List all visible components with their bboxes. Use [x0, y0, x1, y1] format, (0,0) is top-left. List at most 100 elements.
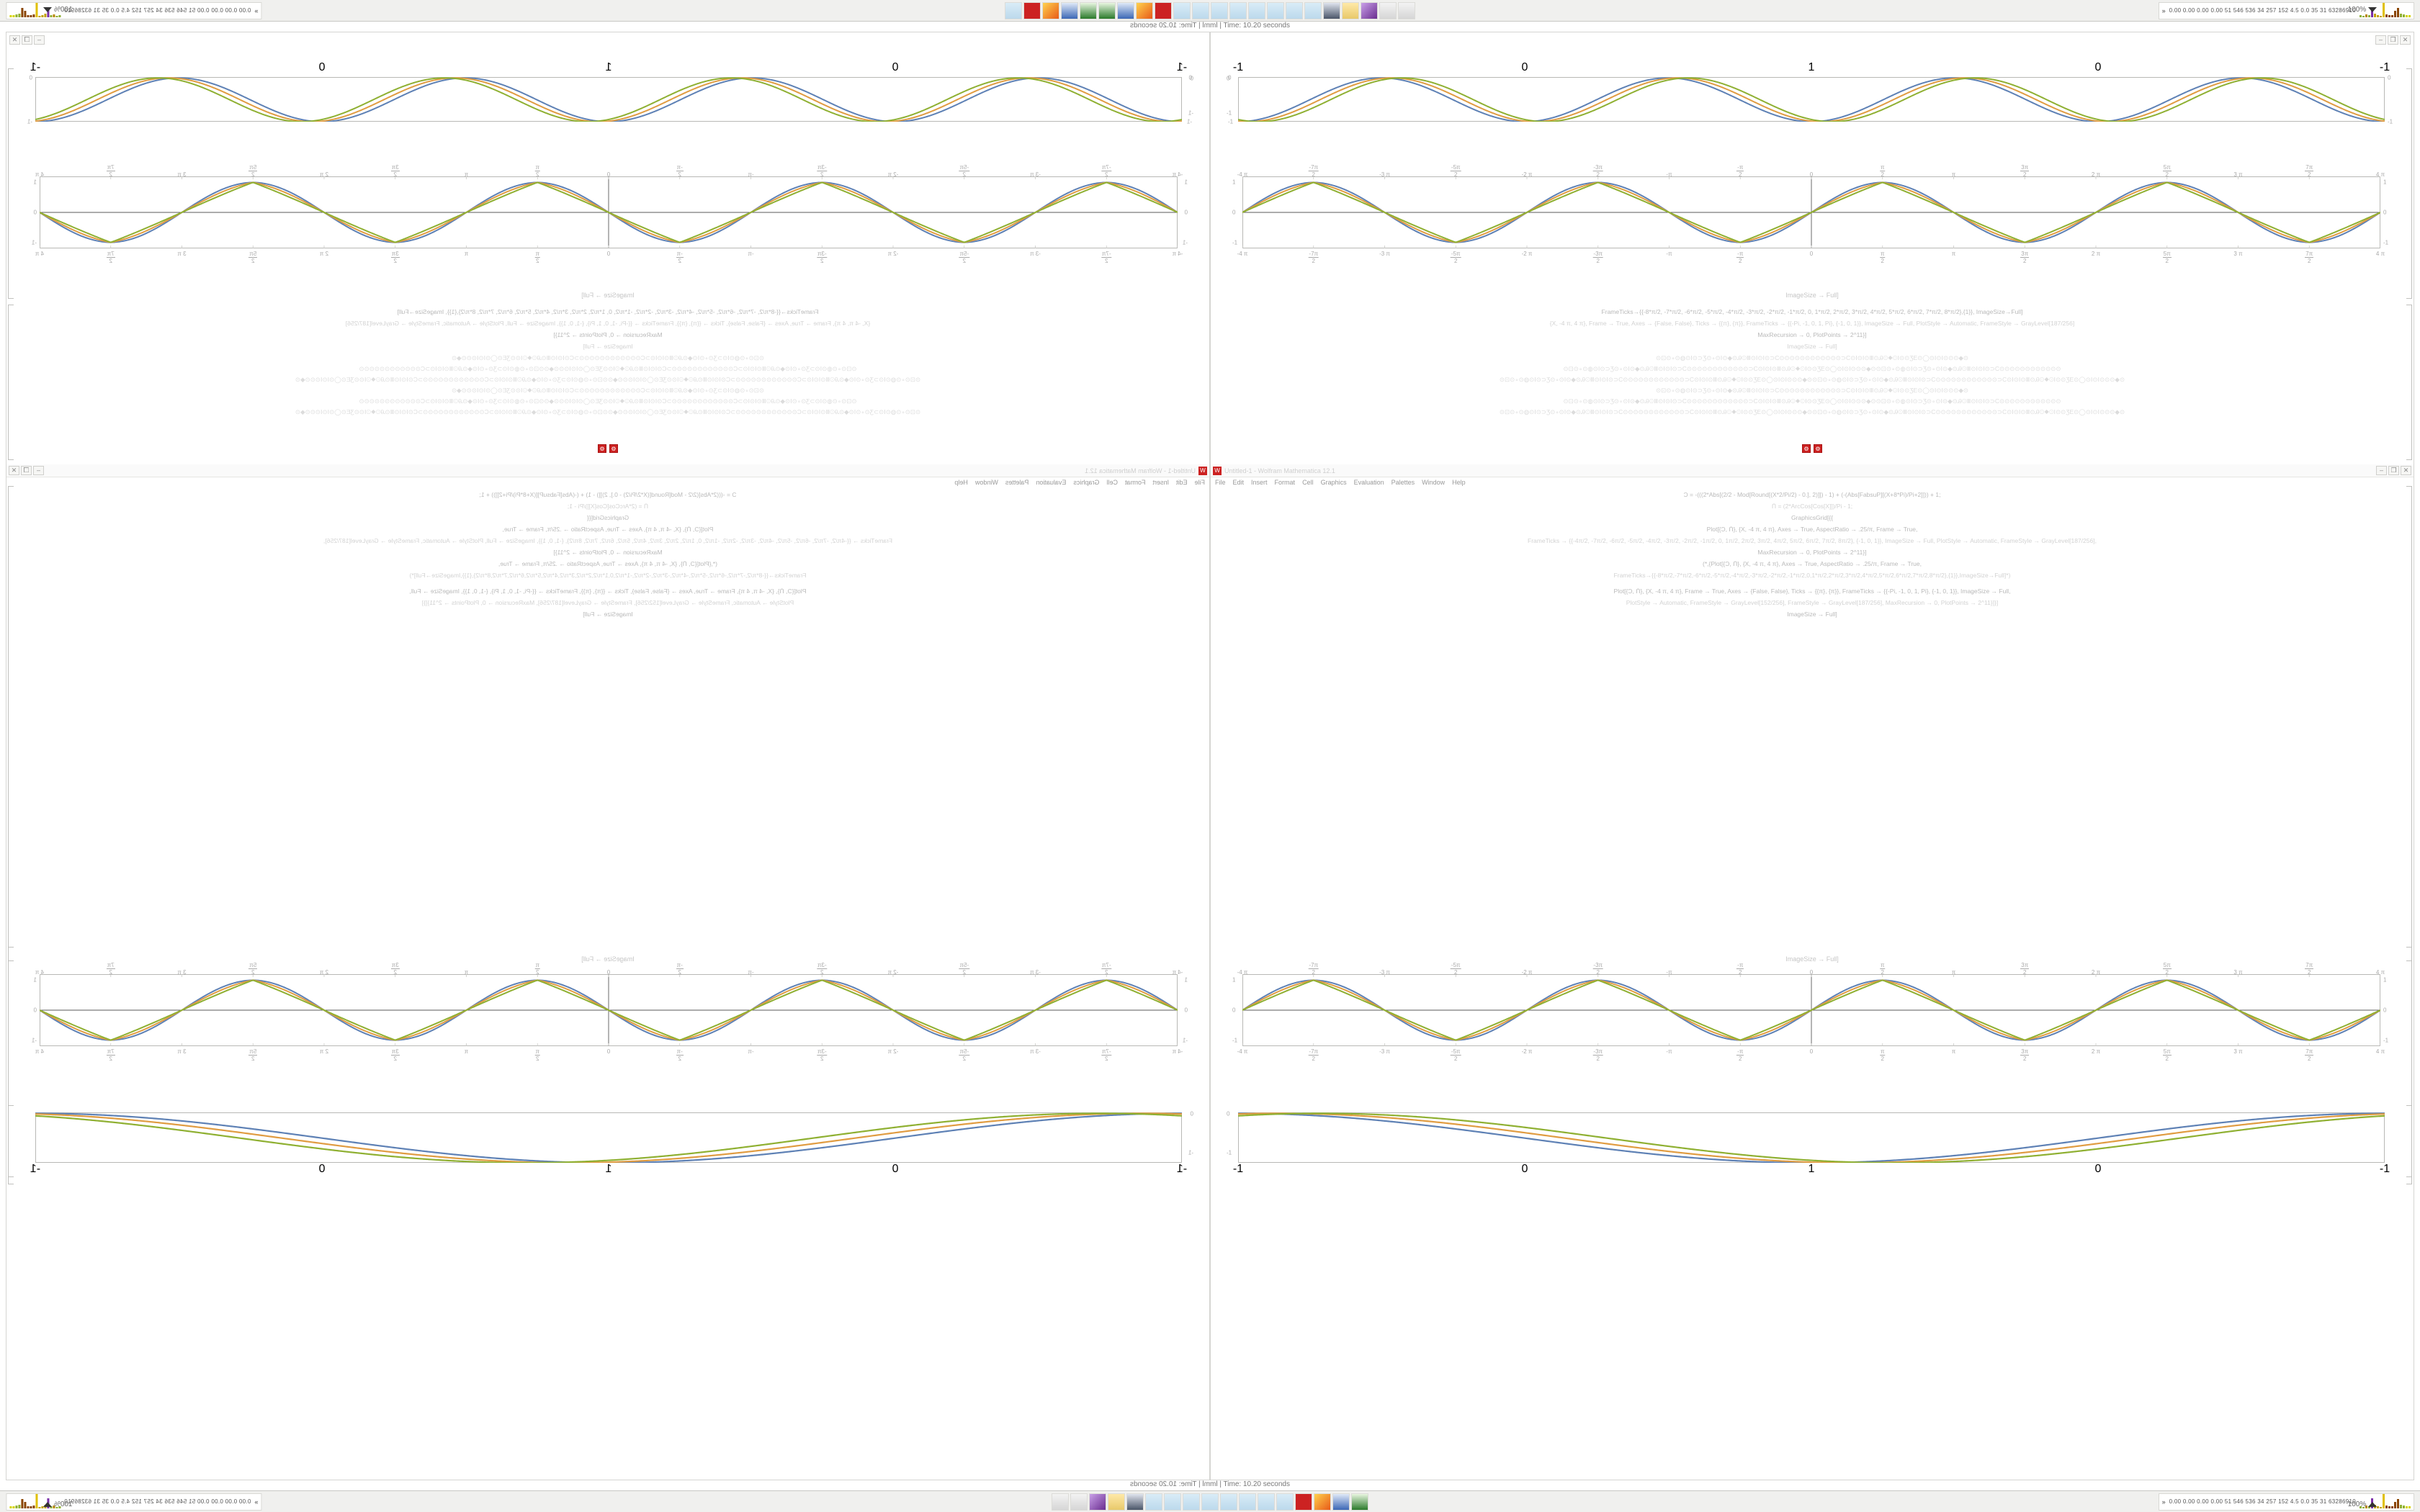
code-line[interactable]: Plot[{Ɔ, Ո}, {X, -4 π, 4 π}, Axes → True…: [502, 526, 714, 533]
warning-gear-icon[interactable]: ⚙: [1802, 444, 1811, 453]
window-controls[interactable]: – ❐ ✕: [2375, 35, 2411, 45]
menu-item-cell[interactable]: Cell: [1302, 479, 1314, 486]
menu-item-evaluation[interactable]: Evaluation: [1353, 479, 1384, 486]
code-line[interactable]: FrameTicks→{{-8*π/2,-7*π/2,-6*π/2,-5*π/2…: [409, 572, 807, 579]
save-blue-icon[interactable]: [1332, 1493, 1350, 1511]
code-glyph-line[interactable]: ⊙⊡⊙∘⊙◍⊙ⵏ⊙⊃Ʒ⊙∘⊙ⵏ⊙◆⊙Ꭿ⊙Ⅲ⊙ⵏ⊙ⵏ⊙⊃C⊙⊙⊙⊙⊙⊙⊙⊙⊙⊙⊙⊙…: [1655, 387, 1969, 394]
notepad-icon[interactable]: [1276, 1493, 1294, 1511]
code-line[interactable]: Plot[{Ɔ, Ո}, {X, -4 π, 4 π}, Frame → Tru…: [1613, 588, 2011, 595]
plot-bottom[interactable]: [1238, 1112, 2385, 1163]
menu-item-format[interactable]: Format: [1274, 479, 1296, 486]
code-line[interactable]: ImageSize → Full]: [1787, 611, 1837, 618]
code-glyph-line[interactable]: ⊙⊡⊙∘⊙◍⊙ⵏ⊙⊃Ʒ⊙∘⊙ⵏ⊙◆⊙Ꭿ⊙Ⅲ⊙ⵏ⊙ⵏ⊙⊃C⊙⊙⊙⊙⊙⊙⊙⊙⊙⊙⊙⊙…: [1499, 408, 2125, 415]
menu-item-palettes[interactable]: Palettes: [1005, 479, 1029, 486]
menu-item-window[interactable]: Window: [974, 479, 998, 486]
archive-icon[interactable]: [1398, 1, 1415, 19]
menu-item-help[interactable]: Help: [1452, 479, 1466, 486]
folder-icon[interactable]: [1108, 1493, 1125, 1511]
close-button[interactable]: ✕: [9, 466, 19, 475]
minimize-button[interactable]: –: [2376, 466, 2387, 475]
mathematica-window-left[interactable]: 0 0 -1 -1 0 -1 -1 0 1 0 -1 -1 -1 0 0 1 1 -4 π -7π 2 -3 π -5π 2…: [6, 32, 1210, 1480]
warning-gear-icon[interactable]: ⚙: [609, 444, 618, 453]
code-glyph-line[interactable]: ⊙⊡⊙∘⊙◍⊙ⵏ⊙⊃Ʒ⊙∘⊙ⵏ⊙◆⊙Ꭿ⊙Ⅲ⊙ⵏ⊙ⵏ⊙⊃C⊙⊙⊙⊙⊙⊙⊙⊙⊙⊙⊙⊙…: [1499, 376, 2125, 383]
window-close-button[interactable]: ✕: [9, 35, 20, 45]
code-line[interactable]: MaxRecursion → 0, PlotPoints → 2^11}]: [1757, 549, 1867, 556]
terminal-green-icon[interactable]: [1098, 1, 1116, 19]
minimize-button[interactable]: –: [33, 466, 44, 475]
code-line[interactable]: Ո = (2*ArcCos[Cos[X]])/Pi - 1;: [567, 503, 649, 510]
purple-app-icon[interactable]: [1089, 1493, 1106, 1511]
plot-top[interactable]: 0 0 -1 -1: [27, 75, 1192, 125]
notepad-icon[interactable]: [1173, 1, 1191, 19]
code-line[interactable]: {X, -4 π, 4 π}, Frame → True, Axes → {Fa…: [1549, 320, 2075, 327]
menu-item-edit[interactable]: Edit: [1232, 479, 1245, 486]
code-line[interactable]: FrameTicks→{{-8*π/2,-7*π/2,-6*π/2,-5*π/2…: [1613, 572, 2011, 579]
terminal-green-icon[interactable]: [1080, 1, 1097, 19]
window-close-button[interactable]: ✕: [2400, 35, 2411, 45]
maximize-button[interactable]: ❐: [2388, 466, 2399, 475]
code-glyph-line[interactable]: ⊙⊡⊙∘⊙◍⊙ⵏ⊙⊃Ʒ⊙∘⊙ⵏ⊙◆⊙Ꭿ⊙Ⅲ⊙ⵏ⊙ⵏ⊙⊃C⊙⊙⊙⊙⊙⊙⊙⊙⊙⊙⊙⊙…: [1655, 354, 1969, 361]
top-taskbar-icons[interactable]: [1005, 1, 1415, 19]
cell-bracket[interactable]: [8, 68, 14, 299]
code-line[interactable]: {X, -4 π, 4 π}, Frame → True, Axes → {Fa…: [345, 320, 871, 327]
notepad-icon[interactable]: [1164, 1493, 1181, 1511]
firefox-icon[interactable]: [1136, 1, 1153, 19]
code-line[interactable]: Ɔ = -(((2*Abs[(2/2 - Mod[Round[(X*2/Pi/2…: [479, 491, 737, 498]
code-line[interactable]: Plot[{Ɔ, Ո}, {X, -4 π, 4 π}, Frame → Tru…: [409, 588, 807, 595]
notepad-icon[interactable]: [1220, 1493, 1237, 1511]
menu-item-insert[interactable]: Insert: [1152, 479, 1169, 486]
cell-bracket[interactable]: [2406, 305, 2412, 460]
firefox-icon[interactable]: [1314, 1493, 1331, 1511]
window-minimize-button[interactable]: –: [34, 35, 45, 45]
notepad-icon[interactable]: [1229, 1, 1247, 19]
code-line[interactable]: ImageSize → Full]: [583, 343, 633, 350]
notepad-icon[interactable]: [1286, 1, 1303, 19]
menu-item-help[interactable]: Help: [954, 479, 968, 486]
plot-top[interactable]: 0 0 -1 -1: [1228, 75, 2393, 125]
menu-item-graphics[interactable]: Graphics: [1073, 479, 1100, 486]
firefox-icon[interactable]: [1042, 1, 1059, 19]
plot-upper-mid[interactable]: -1 -1 0 0 1 1 -4 π -7π 2 -3 π -5π 2 -2 π -3π 2 -π -π 2 0 π 2…: [32, 164, 1188, 264]
menu-item-window[interactable]: Window: [1422, 479, 1446, 486]
code-glyph-line[interactable]: ⊙⊡⊙∘⊙◍⊙ⵏ⊙⊃Ʒ⊙∘⊙ⵏ⊙◆⊙Ꭿ⊙Ⅲ⊙ⵏ⊙ⵏ⊙⊃C⊙⊙⊙⊙⊙⊙⊙⊙⊙⊙⊙⊙…: [359, 365, 857, 372]
notepad-icon[interactable]: [1211, 1, 1228, 19]
code-glyph-line[interactable]: ⊙⊡⊙∘⊙◍⊙ⵏ⊙⊃Ʒ⊙∘⊙ⵏ⊙◆⊙Ꭿ⊙Ⅲ⊙ⵏ⊙ⵏ⊙⊃C⊙⊙⊙⊙⊙⊙⊙⊙⊙⊙⊙⊙…: [359, 397, 857, 405]
code-line[interactable]: MaxRecursion → 0, PlotPoints → 2^11}]: [553, 549, 663, 556]
cell-bracket[interactable]: [2406, 68, 2412, 299]
cell-bracket[interactable]: [8, 1105, 14, 1177]
cell-bracket[interactable]: [2406, 486, 2412, 961]
code-line[interactable]: Plot[{Ɔ, Ո}, {X, -4 π, 4 π}, Axes → True…: [1706, 526, 1918, 533]
code-line[interactable]: (*,{Plot[{Ɔ, Ո}, {X, -4 π, 4 π}, Axes → …: [498, 560, 717, 567]
code-line[interactable]: Ո = (2*ArcCos[Cos[X]])/Pi - 1;: [1771, 503, 1853, 510]
notebook-titlebar[interactable]: W Untitled-1 - Wolfram Mathematica 12.1 – ❐…: [1211, 464, 2414, 477]
menu-item-insert[interactable]: Insert: [1251, 479, 1268, 486]
code-glyph-line[interactable]: ⊙⊡⊙∘⊙◍⊙ⵏ⊙⊃Ʒ⊙∘⊙ⵏ⊙◆⊙Ꭿ⊙Ⅲ⊙ⵏ⊙ⵏ⊙⊃C⊙⊙⊙⊙⊙⊙⊙⊙⊙⊙⊙⊙…: [295, 376, 921, 383]
terminal-green-icon[interactable]: [1351, 1493, 1368, 1511]
notepad-icon[interactable]: [1239, 1493, 1256, 1511]
window-maximize-button[interactable]: ❐: [2388, 35, 2398, 45]
settings-red-icon[interactable]: [1023, 1, 1041, 19]
code-line[interactable]: MaxRecursion → 0, PlotPoints → 2^11}]: [1757, 331, 1867, 338]
settings-red-icon[interactable]: [1155, 1, 1172, 19]
notepad-icon[interactable]: [1145, 1493, 1162, 1511]
monitor-icon[interactable]: [1323, 1, 1340, 19]
purple-app-icon[interactable]: [1361, 1, 1378, 19]
code-line[interactable]: ImageSize → Full]: [1787, 343, 1837, 350]
notebook-menubar[interactable]: File Edit Insert Format Cell Graphics Evaluati…: [6, 477, 1209, 487]
code-line[interactable]: FrameTicks → {{-4π/2, -7π/2, -6π/2, -5π/…: [1528, 537, 2097, 544]
code-line[interactable]: FrameTicks→{{-8*π/2, -7*π/2, -6*π/2, -5*…: [1601, 308, 2023, 315]
code-line[interactable]: MaxRecursion → 0, PlotPoints → 2^11}]: [553, 331, 663, 338]
menu-item-cell[interactable]: Cell: [1106, 479, 1118, 486]
notepad-icon[interactable]: [1192, 1, 1209, 19]
plot-lower-mid[interactable]: -1 -1 0 0 1 1 -4 π -7π 2 -3 π -5π 2 -2 π -3π 2 -π -π 2 0 π 2…: [32, 962, 1188, 1062]
monitor-icon[interactable]: [1126, 1493, 1144, 1511]
bottom-taskbar-icons[interactable]: [1052, 1493, 1368, 1511]
notepad-icon[interactable]: [1258, 1493, 1275, 1511]
plot-lower-mid[interactable]: -1 -1 0 0 1 1 -4 π -7π 2 -3 π -5π 2 -2 π -3π 2 -π -π 2 0 π 2…: [1232, 962, 2388, 1062]
code-line[interactable]: FrameTicks → {{-4π/2, -7π/2, -6π/2, -5π/…: [323, 537, 892, 544]
menu-item-evaluation[interactable]: Evaluation: [1036, 479, 1067, 486]
code-line[interactable]: PlotStyle → Automatic, FrameStyle → Gray…: [1626, 599, 1999, 606]
menu-item-edit[interactable]: Edit: [1175, 479, 1188, 486]
code-glyph-line[interactable]: ⊙⊡⊙∘⊙◍⊙ⵏ⊙⊃Ʒ⊙∘⊙ⵏ⊙◆⊙Ꭿ⊙Ⅲ⊙ⵏ⊙ⵏ⊙⊃C⊙⊙⊙⊙⊙⊙⊙⊙⊙⊙⊙⊙…: [451, 387, 765, 394]
menu-item-graphics[interactable]: Graphics: [1320, 479, 1347, 486]
